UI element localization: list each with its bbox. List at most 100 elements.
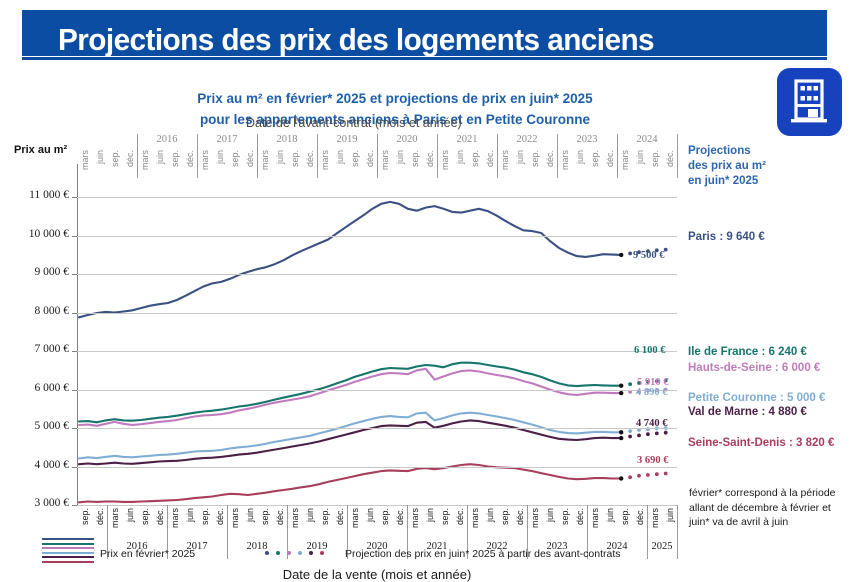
y-axis-tick bbox=[72, 351, 77, 353]
axis-month-label: sep. bbox=[320, 508, 330, 526]
projection-dot bbox=[628, 251, 632, 256]
legend-solid-label: Prix en février* 2025 bbox=[100, 548, 196, 560]
axis-month-label: mars bbox=[410, 508, 420, 528]
axis-group-separator bbox=[587, 505, 588, 559]
legend-line-swatch bbox=[42, 551, 94, 554]
projection-dot bbox=[663, 378, 668, 383]
axis-month-label: déc. bbox=[605, 150, 615, 168]
legend-projection-dot bbox=[276, 551, 280, 555]
series-anchor-marker bbox=[619, 390, 624, 396]
axis-month-label: juin bbox=[545, 508, 555, 523]
chart-subtitle: Prix au m² en février* 2025 et projectio… bbox=[0, 88, 790, 130]
legend-projection-dot bbox=[298, 551, 302, 555]
axis-month-label: déc. bbox=[395, 508, 405, 526]
axis-month-label: mars bbox=[110, 508, 120, 528]
bottom-axis-title: Date de la vente (mois et année) bbox=[282, 567, 472, 582]
axis-month-label: mars bbox=[290, 508, 300, 528]
axis-month-label: juin bbox=[455, 150, 465, 165]
axis-month-label: juin bbox=[125, 508, 135, 523]
axis-year-label: 2021 bbox=[426, 541, 448, 552]
axis-month-label: sep. bbox=[410, 150, 420, 168]
axis-month-label: mars bbox=[170, 508, 180, 528]
axis-month-label: mars bbox=[230, 508, 240, 528]
axis-group-separator bbox=[317, 134, 318, 178]
y-axis-tick bbox=[72, 505, 77, 506]
gridline bbox=[77, 389, 677, 391]
subtitle-line-2: pour les appartements anciens à Paris et… bbox=[199, 112, 591, 127]
y-axis-tick-label: 6 000 € bbox=[34, 381, 70, 394]
projection-dot bbox=[646, 432, 650, 437]
axis-month-label: sep. bbox=[350, 150, 360, 168]
axis-year-label: 2019 bbox=[336, 134, 358, 145]
axis-month-label: sep. bbox=[590, 150, 600, 168]
gridline bbox=[77, 466, 677, 468]
projection-dot bbox=[646, 380, 650, 384]
axis-year-label: 2018 bbox=[276, 134, 298, 145]
gridline bbox=[77, 428, 677, 430]
axis-month-label: mars bbox=[350, 508, 360, 528]
axis-month-label: mars bbox=[560, 150, 570, 170]
axis-month-label: mars bbox=[260, 150, 270, 170]
banner-underline bbox=[22, 57, 827, 60]
axis-year-label: 2024 bbox=[636, 134, 658, 145]
axis-month-label: mars bbox=[500, 150, 510, 170]
projection-dot bbox=[637, 250, 641, 255]
series-line bbox=[77, 463, 623, 504]
axis-group-separator bbox=[407, 505, 408, 559]
y-axis-tick bbox=[72, 274, 77, 276]
axis-year-label: 2020 bbox=[366, 541, 388, 552]
axis-group-separator bbox=[257, 134, 258, 178]
y-axis-tick bbox=[72, 389, 77, 391]
y-axis-tick bbox=[72, 197, 77, 199]
axis-year-label: 2016 bbox=[126, 541, 148, 552]
axis-month-label: sep. bbox=[560, 508, 570, 526]
axis-month-label: mars bbox=[140, 150, 150, 170]
legend-line-swatch bbox=[42, 547, 94, 550]
series-anchor-marker bbox=[619, 476, 624, 481]
legend-dotted-label: Projection des prix en juin* 2025 à part… bbox=[345, 548, 621, 560]
axis-month-label: juin bbox=[635, 150, 645, 165]
projection-dot bbox=[654, 248, 659, 253]
axis-group-separator bbox=[527, 505, 528, 559]
series-value-label: 5 910 € bbox=[637, 377, 669, 388]
projection-dot bbox=[654, 472, 659, 477]
axis-group-separator bbox=[287, 505, 288, 559]
axis-group-separator bbox=[167, 505, 168, 559]
projection-dot bbox=[663, 247, 668, 252]
y-axis-tick bbox=[72, 235, 77, 237]
y-axis-tick-label: 5 000 € bbox=[34, 420, 70, 433]
projection-dot bbox=[646, 473, 650, 477]
axis-month-label: déc. bbox=[425, 150, 435, 168]
axis-year-label: 2022 bbox=[516, 134, 538, 145]
axis-group-separator bbox=[227, 505, 228, 559]
axis-month-label: déc. bbox=[155, 508, 165, 526]
axis-group-separator bbox=[557, 134, 558, 178]
axis-month-label: déc. bbox=[185, 150, 195, 168]
series-value-label: 4 740 € bbox=[636, 418, 668, 429]
gridline bbox=[77, 197, 677, 199]
axis-month-label: juin bbox=[275, 150, 285, 165]
y-axis-tick-label: 10 000 € bbox=[28, 227, 69, 240]
projection-dot bbox=[628, 434, 632, 439]
axis-year-label: 2021 bbox=[456, 134, 478, 145]
legend-line-swatch bbox=[42, 561, 94, 563]
axis-month-label: mars bbox=[470, 508, 480, 528]
axis-year-label: 2025 bbox=[651, 541, 673, 552]
projections-header-line-3: en juin* 2025 bbox=[688, 175, 759, 187]
y-axis-tick-label: 4 000 € bbox=[34, 458, 70, 471]
axis-group-separator bbox=[137, 134, 138, 178]
y-axis-tick-label: 8 000 € bbox=[34, 304, 70, 317]
axis-group-separator bbox=[677, 505, 678, 559]
axis-year-label: 2020 bbox=[396, 134, 418, 145]
axis-month-label: mars bbox=[320, 150, 330, 170]
projection-dot bbox=[663, 471, 668, 476]
axis-month-label: sep. bbox=[80, 508, 90, 526]
series-line bbox=[77, 367, 623, 427]
axis-month-label: juin bbox=[335, 150, 345, 165]
projection-dot bbox=[628, 429, 632, 433]
axis-month-label: sep. bbox=[650, 150, 660, 168]
axis-group-separator bbox=[437, 134, 438, 178]
gridline bbox=[77, 235, 677, 237]
subtitle-line-1: Prix au m² en février* 2025 et projectio… bbox=[197, 91, 593, 106]
series-line bbox=[77, 200, 623, 319]
